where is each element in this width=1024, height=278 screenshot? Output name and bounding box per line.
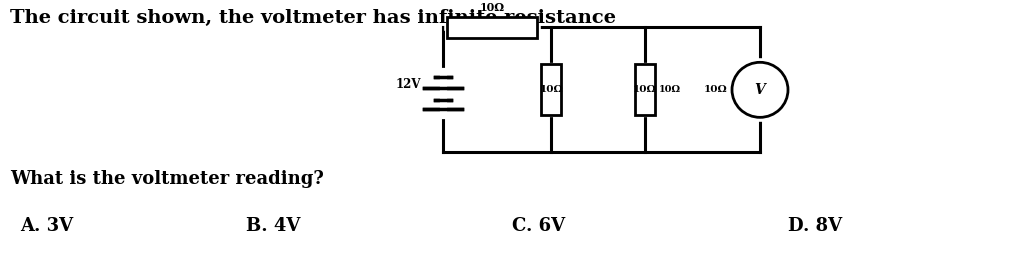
Text: 10Ω: 10Ω [540,85,563,94]
Text: 10Ω: 10Ω [703,85,727,94]
Text: 12V: 12V [395,78,421,91]
Text: 10Ω: 10Ω [633,85,656,94]
Text: 10Ω: 10Ω [479,2,505,13]
Text: V: V [755,83,765,97]
Text: 10Ω: 10Ω [658,85,681,94]
Text: The circuit shown, the voltmeter has infinite resistance: The circuit shown, the voltmeter has inf… [10,9,616,27]
FancyBboxPatch shape [446,17,537,38]
Text: C. 6V: C. 6V [512,217,565,235]
Text: What is the voltmeter reading?: What is the voltmeter reading? [10,170,324,188]
Text: D. 8V: D. 8V [788,217,843,235]
Circle shape [732,62,788,117]
FancyBboxPatch shape [542,64,561,115]
Text: B. 4V: B. 4V [246,217,300,235]
FancyBboxPatch shape [635,64,654,115]
Text: A. 3V: A. 3V [20,217,74,235]
